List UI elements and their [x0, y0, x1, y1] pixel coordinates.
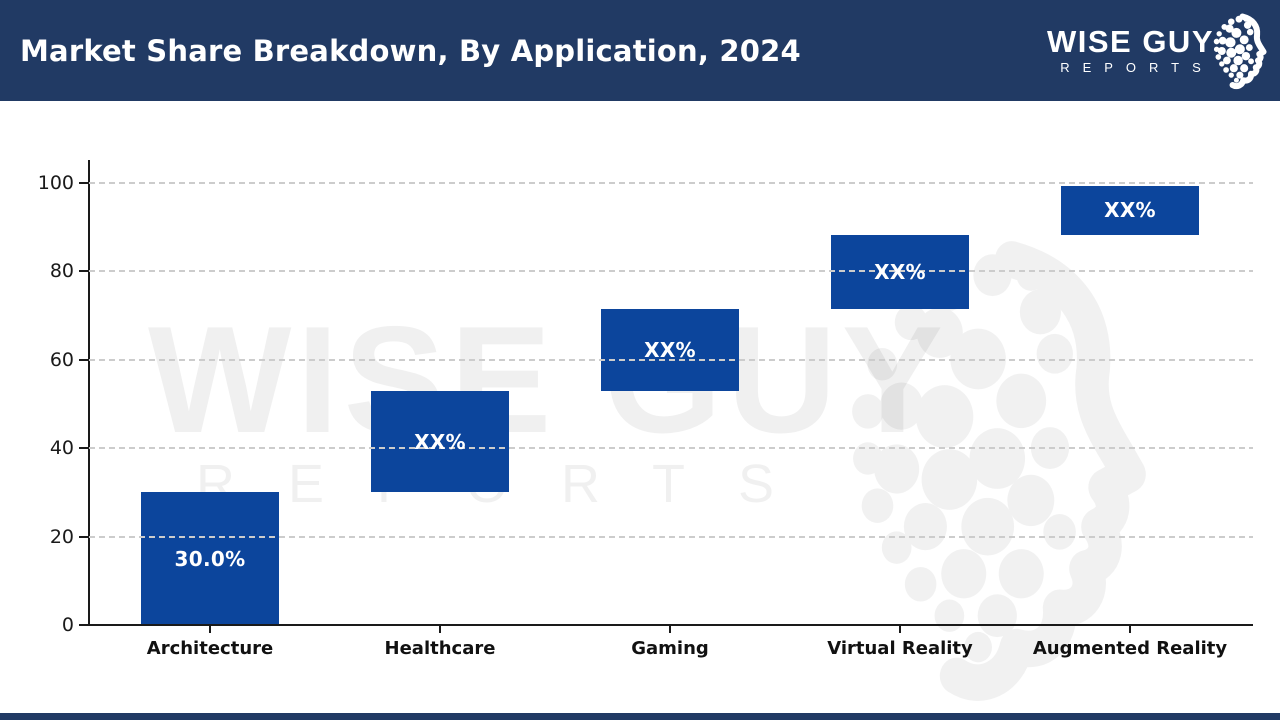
category-label-healthcare: Healthcare	[384, 638, 496, 659]
x-tick	[669, 626, 671, 633]
logo-wordmark: WISE GUY	[1046, 24, 1214, 59]
header-bar: Market Share Breakdown, By Application, …	[0, 0, 1280, 101]
logo-subtext: REPORTS	[1060, 60, 1214, 75]
y-tick	[79, 358, 88, 361]
x-tick	[1129, 626, 1131, 633]
gridline-100	[89, 182, 1253, 184]
y-tick	[79, 447, 88, 450]
bar-healthcare	[371, 390, 509, 493]
gridline-20	[89, 535, 1253, 538]
footer-bar	[0, 713, 1280, 720]
y-tick	[79, 535, 88, 538]
bar-value-label-healthcare: XX%	[414, 429, 466, 454]
gridline-80	[89, 270, 1253, 273]
bar-value-label-virtual-reality: XX%	[874, 259, 926, 284]
y-tick	[79, 182, 88, 184]
wise-guy-logo: WISE GUY REPORTS	[1047, 4, 1270, 97]
y-tick-label: 40	[49, 437, 74, 460]
category-label-virtual-reality: Virtual Reality	[827, 638, 973, 659]
y-tick-label: 0	[61, 614, 74, 636]
bar-value-label-architecture: 30.0%	[174, 546, 246, 571]
page-title: Market Share Breakdown, By Application, …	[20, 33, 801, 68]
x-tick	[439, 626, 441, 633]
y-axis-spine	[88, 160, 90, 626]
bar-value-label-gaming: XX%	[644, 337, 696, 362]
bar-gaming	[601, 308, 739, 391]
y-tick-label: 100	[37, 172, 74, 194]
y-tick-label: 80	[49, 260, 74, 283]
x-axis-spine	[88, 624, 1253, 626]
y-tick-label: 20	[49, 525, 74, 548]
bar-value-label-augmented-reality: XX%	[1104, 198, 1156, 223]
gridline-40	[89, 447, 1253, 450]
x-tick	[899, 626, 901, 633]
category-label-gaming: Gaming	[631, 638, 709, 659]
category-label-augmented-reality: Augmented Reality	[1032, 638, 1228, 659]
y-tick-label: 60	[49, 348, 74, 371]
bar-augmented-reality	[1061, 186, 1199, 235]
wise-guy-head-icon	[1208, 7, 1270, 95]
bar-architecture	[141, 492, 279, 625]
y-tick	[79, 624, 88, 626]
logo-text: WISE GUY REPORTS	[1046, 24, 1214, 76]
x-tick	[209, 626, 211, 633]
category-label-architecture: Architecture	[146, 638, 274, 659]
gridline-60	[89, 358, 1253, 361]
y-tick	[79, 270, 88, 273]
